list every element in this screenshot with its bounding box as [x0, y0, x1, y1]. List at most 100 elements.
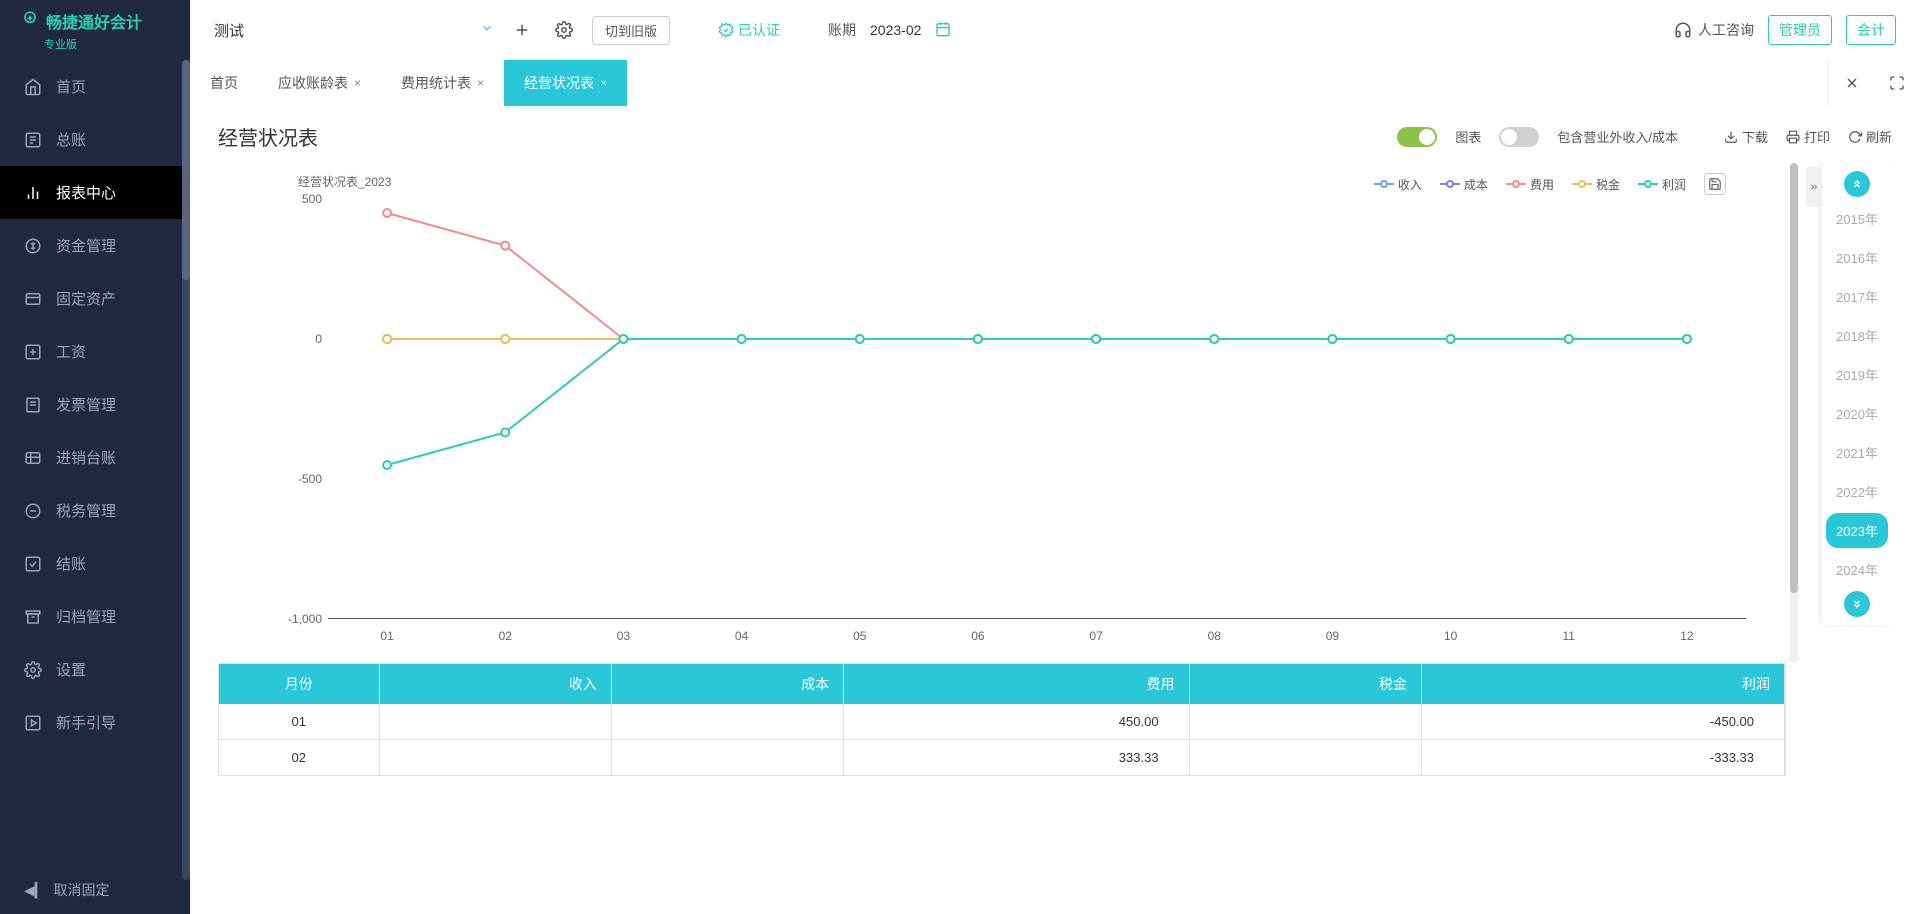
nav-item-asset[interactable]: 固定资产: [0, 272, 190, 325]
nav-item-close-period[interactable]: 结账: [0, 537, 190, 590]
tab[interactable]: 应收账龄表×: [258, 60, 381, 106]
table-header: 月份: [219, 664, 379, 704]
add-button[interactable]: [508, 16, 536, 44]
tab-close-icon[interactable]: ×: [477, 76, 484, 90]
nav-item-label: 固定资产: [56, 288, 116, 309]
print-button[interactable]: 打印: [1786, 127, 1830, 146]
year-item[interactable]: 2023年: [1826, 513, 1888, 548]
table-cell: 450.00: [844, 704, 1189, 740]
nav-item-archive[interactable]: 归档管理: [0, 590, 190, 643]
year-item[interactable]: 2016年: [1826, 240, 1888, 275]
x-tick: 08: [1208, 629, 1221, 643]
purchase-icon: [24, 449, 42, 467]
toggle-chart-label: 图表: [1455, 127, 1481, 146]
legend-label: 利润: [1662, 176, 1686, 193]
x-tick: 09: [1326, 629, 1339, 643]
close-period-icon: [24, 555, 42, 573]
sidebar-unpin[interactable]: ◀▎ 取消固定: [0, 866, 190, 914]
brand-edition: 专业版: [44, 36, 190, 52]
settings-icon[interactable]: [550, 16, 578, 44]
table-cell: [611, 704, 843, 740]
legend-item[interactable]: 利润: [1638, 176, 1686, 193]
nav-item-label: 工资: [56, 341, 86, 362]
table-cell: -333.33: [1421, 740, 1784, 776]
year-item[interactable]: 2019年: [1826, 357, 1888, 392]
sidebar-scrollbar[interactable]: [182, 60, 190, 880]
x-tick: 07: [1089, 629, 1102, 643]
year-item[interactable]: 2017年: [1826, 279, 1888, 314]
legend-label: 成本: [1464, 176, 1488, 193]
print-label: 打印: [1804, 127, 1830, 146]
brand-name: 畅捷通好会计: [46, 9, 142, 33]
money-icon: [24, 237, 42, 255]
legend-item[interactable]: 费用: [1506, 176, 1554, 193]
year-scroll-up[interactable]: [1844, 171, 1870, 197]
table-cell: 02: [219, 740, 379, 776]
year-item[interactable]: 2015年: [1826, 201, 1888, 236]
tab-close-icon[interactable]: ×: [354, 76, 361, 90]
nav-item-chart[interactable]: 报表中心: [0, 166, 190, 219]
x-tick: 02: [499, 629, 512, 643]
nav-item-label: 归档管理: [56, 606, 116, 627]
nav-item-guide[interactable]: 新手引导: [0, 696, 190, 749]
fullscreen-button[interactable]: [1874, 60, 1920, 106]
company-select[interactable]: 测试: [214, 20, 494, 41]
tab[interactable]: 经营状况表×: [504, 60, 627, 106]
table-cell: [379, 704, 611, 740]
tab-close-icon[interactable]: ×: [600, 76, 607, 90]
nav-item-salary[interactable]: 工资: [0, 325, 190, 378]
role-admin-button[interactable]: 管理员: [1768, 15, 1832, 45]
save-chart-button[interactable]: [1704, 173, 1726, 195]
logo-icon: [20, 9, 40, 34]
nav-item-money[interactable]: 资金管理: [0, 219, 190, 272]
nav-item-label: 进销台账: [56, 447, 116, 468]
tab-label: 费用统计表: [401, 73, 471, 93]
calendar-icon[interactable]: [935, 21, 951, 40]
salary-icon: [24, 343, 42, 361]
refresh-button[interactable]: 刷新: [1848, 127, 1892, 146]
x-tick: 05: [853, 629, 866, 643]
year-item[interactable]: 2018年: [1826, 318, 1888, 353]
year-item[interactable]: 2024年: [1826, 552, 1888, 587]
nav-item-home[interactable]: 首页: [0, 60, 190, 113]
legend-item[interactable]: 成本: [1440, 176, 1488, 193]
legend-item[interactable]: 税金: [1572, 176, 1620, 193]
download-button[interactable]: 下载: [1724, 127, 1768, 146]
year-item[interactable]: 2022年: [1826, 474, 1888, 509]
year-item[interactable]: 2021年: [1826, 435, 1888, 470]
nav-item-label: 发票管理: [56, 394, 116, 415]
y-tick: -1,000: [278, 612, 322, 626]
collapse-year-panel[interactable]: [1806, 167, 1822, 207]
nav-item-ledger[interactable]: 总账: [0, 113, 190, 166]
nav-item-tax[interactable]: 税务管理: [0, 484, 190, 537]
page-header: 经营状况表 图表 包含营业外收入/成本 下载 打印 刷新: [190, 106, 1920, 163]
nav-item-label: 总账: [56, 129, 86, 150]
role-acct-button[interactable]: 会计: [1846, 15, 1896, 45]
y-tick: -500: [278, 472, 322, 486]
tabs: 首页应收账龄表×费用统计表×经营状况表×: [190, 60, 1920, 106]
y-tick: 0: [278, 332, 322, 346]
content-scrollbar[interactable]: [1790, 163, 1798, 663]
tab[interactable]: 费用统计表 ×: [381, 60, 504, 106]
toggle-include-nonop[interactable]: [1499, 127, 1539, 147]
nav-item-invoice[interactable]: 发票管理: [0, 378, 190, 431]
legend-item[interactable]: 收入: [1374, 176, 1422, 193]
content: 经营状况表_2023 收入成本费用税金利润 5000-500-1,0000102…: [190, 163, 1920, 914]
legend-label: 收入: [1398, 176, 1422, 193]
download-label: 下载: [1742, 127, 1768, 146]
tab[interactable]: 首页: [190, 60, 258, 106]
old-version-button[interactable]: 切到旧版: [592, 16, 670, 45]
refresh-label: 刷新: [1866, 127, 1892, 146]
close-tab-button[interactable]: [1828, 60, 1874, 106]
settings-icon: [24, 661, 42, 679]
x-tick: 01: [380, 629, 393, 643]
period-value: 2023-02: [870, 22, 921, 38]
nav-item-purchase[interactable]: 进销台账: [0, 431, 190, 484]
toggle-chart[interactable]: [1397, 127, 1437, 147]
chart-title: 经营状况表_2023: [298, 173, 391, 190]
nav-item-settings[interactable]: 设置: [0, 643, 190, 696]
year-item[interactable]: 2020年: [1826, 396, 1888, 431]
chart: 经营状况表_2023 收入成本费用税金利润 5000-500-1,0000102…: [218, 163, 1786, 663]
support-button[interactable]: 人工咨询: [1674, 20, 1754, 40]
year-scroll-down[interactable]: [1844, 591, 1870, 617]
